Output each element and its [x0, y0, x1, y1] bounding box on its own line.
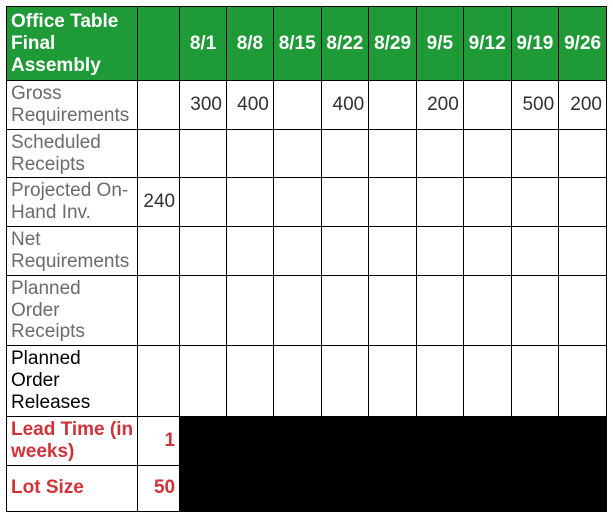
data-cell — [138, 346, 180, 417]
data-cell — [416, 227, 463, 276]
footer-label: Lead Time (in weeks) — [7, 416, 138, 465]
data-cell — [559, 275, 607, 346]
header-blank — [138, 7, 180, 81]
data-cell — [321, 227, 369, 276]
footer-black-fill — [180, 465, 607, 511]
data-cell — [321, 129, 369, 178]
data-cell — [138, 81, 180, 130]
data-cell — [138, 227, 180, 276]
footer-black-fill — [180, 416, 607, 465]
data-cell — [226, 178, 273, 227]
data-cell: 200 — [416, 81, 463, 130]
data-cell — [369, 227, 417, 276]
data-cell — [559, 346, 607, 417]
data-cell — [559, 129, 607, 178]
data-cell: 500 — [511, 81, 559, 130]
data-cell — [463, 275, 511, 346]
data-cell — [463, 346, 511, 417]
date-header: 8/29 — [369, 7, 417, 81]
date-header: 9/12 — [463, 7, 511, 81]
data-cell — [369, 178, 417, 227]
header-row: Office Table Final Assembly 8/1 8/8 8/15… — [7, 7, 607, 81]
data-cell: 200 — [559, 81, 607, 130]
date-header: 9/5 — [416, 7, 463, 81]
table-row: Planned Order Receipts — [7, 275, 607, 346]
data-cell — [180, 275, 227, 346]
data-cell — [273, 129, 321, 178]
data-cell — [226, 129, 273, 178]
data-cell — [463, 129, 511, 178]
table-row: Scheduled Receipts — [7, 129, 607, 178]
footer-label: Lot Size — [7, 465, 138, 511]
data-cell — [369, 275, 417, 346]
table-row: Projected On-Hand Inv.240 — [7, 178, 607, 227]
date-header: 8/22 — [321, 7, 369, 81]
table-body: Gross Requirements300400400200500200Sche… — [7, 81, 607, 512]
data-cell — [273, 178, 321, 227]
data-cell — [463, 81, 511, 130]
data-cell — [511, 227, 559, 276]
row-label: Planned Order Receipts — [7, 275, 138, 346]
row-label: Gross Requirements — [7, 81, 138, 130]
mrp-table: Office Table Final Assembly 8/1 8/8 8/15… — [6, 6, 607, 512]
table-title: Office Table Final Assembly — [7, 7, 138, 81]
data-cell — [511, 346, 559, 417]
data-cell — [416, 178, 463, 227]
data-cell — [463, 227, 511, 276]
data-cell — [321, 346, 369, 417]
row-label: Projected On-Hand Inv. — [7, 178, 138, 227]
data-cell — [416, 275, 463, 346]
date-header: 8/15 — [273, 7, 321, 81]
data-cell — [273, 227, 321, 276]
data-cell: 300 — [180, 81, 227, 130]
row-label: Planned Order Releases — [7, 346, 138, 417]
data-cell — [321, 275, 369, 346]
date-header: 9/19 — [511, 7, 559, 81]
table-row: Net Requirements — [7, 227, 607, 276]
row-label: Scheduled Receipts — [7, 129, 138, 178]
date-header: 9/26 — [559, 7, 607, 81]
data-cell — [416, 129, 463, 178]
data-cell — [273, 346, 321, 417]
table-row: Planned Order Releases — [7, 346, 607, 417]
data-cell — [273, 275, 321, 346]
footer-value: 50 — [138, 465, 180, 511]
data-cell — [138, 275, 180, 346]
data-cell — [511, 275, 559, 346]
data-cell — [226, 227, 273, 276]
row-label: Net Requirements — [7, 227, 138, 276]
data-cell — [180, 227, 227, 276]
data-cell — [180, 346, 227, 417]
footer-row: Lot Size50 — [7, 465, 607, 511]
date-header: 8/1 — [180, 7, 227, 81]
data-cell — [321, 178, 369, 227]
data-cell — [369, 81, 417, 130]
data-cell — [180, 129, 227, 178]
data-cell — [463, 178, 511, 227]
data-cell — [559, 227, 607, 276]
data-cell: 400 — [226, 81, 273, 130]
data-cell — [226, 346, 273, 417]
data-cell — [180, 178, 227, 227]
data-cell — [511, 129, 559, 178]
footer-value: 1 — [138, 416, 180, 465]
data-cell — [273, 81, 321, 130]
data-cell — [226, 275, 273, 346]
table-row: Gross Requirements300400400200500200 — [7, 81, 607, 130]
data-cell: 400 — [321, 81, 369, 130]
data-cell — [559, 178, 607, 227]
data-cell — [416, 346, 463, 417]
data-cell — [138, 129, 180, 178]
data-cell — [369, 129, 417, 178]
data-cell — [511, 178, 559, 227]
data-cell: 240 — [138, 178, 180, 227]
footer-row: Lead Time (in weeks)1 — [7, 416, 607, 465]
date-header: 8/8 — [226, 7, 273, 81]
data-cell — [369, 346, 417, 417]
